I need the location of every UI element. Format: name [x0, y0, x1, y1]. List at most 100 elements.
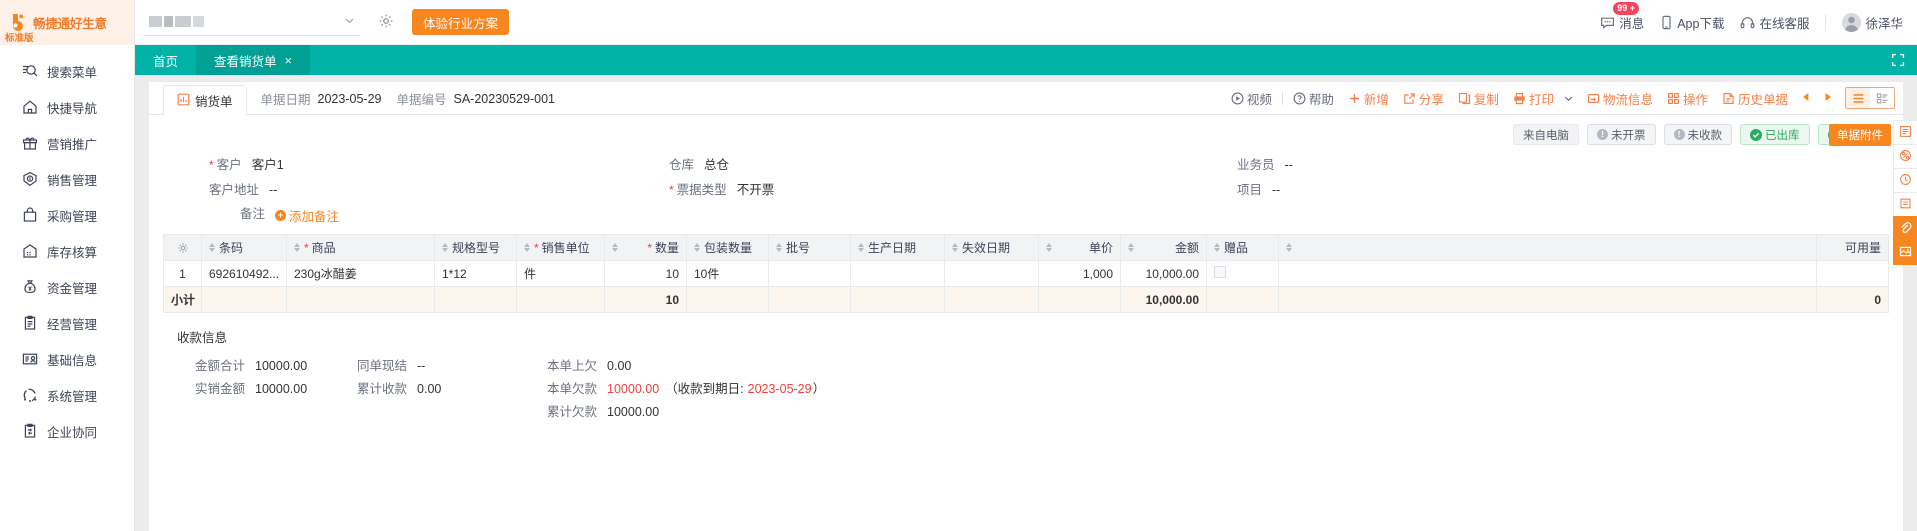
sidebar-item-purchase-management[interactable]: 采购管理	[0, 197, 134, 233]
th-blank[interactable]	[1278, 234, 1817, 261]
tab-view-sales-order[interactable]: 查看销货单 ×	[196, 45, 311, 75]
sidebar-item-system-management[interactable]: 系统管理	[0, 377, 134, 413]
sort-icon[interactable]	[1128, 243, 1135, 252]
toolbar-label: 帮助	[1308, 92, 1334, 107]
cell-package-qty[interactable]: 10件	[686, 260, 769, 287]
help-button[interactable]: 帮助	[1286, 89, 1341, 108]
th-sales-unit[interactable]: * 销售单位	[516, 234, 605, 261]
cell-sales-unit[interactable]: 件	[516, 260, 605, 287]
image-card-button[interactable]	[1893, 240, 1917, 265]
cell-unit-price[interactable]: 1,000	[1038, 260, 1121, 287]
sort-icon[interactable]	[612, 243, 619, 252]
sidebar-item-search-menu[interactable]: 搜索菜单	[0, 53, 134, 89]
th-column-settings[interactable]	[163, 234, 202, 261]
app-download-button[interactable]: App下载	[1660, 13, 1724, 32]
link-chain-button[interactable]	[1893, 144, 1917, 169]
th-expiry-date[interactable]: 失效日期	[944, 234, 1039, 261]
cell-blank[interactable]	[1278, 260, 1817, 287]
subtotal-blank	[768, 286, 851, 313]
sidebar-item-quick-nav[interactable]: 快捷导航	[0, 89, 134, 125]
field-value[interactable]: --	[269, 183, 278, 197]
note-edit-button[interactable]	[1893, 120, 1917, 145]
next-doc-button[interactable]	[1817, 91, 1839, 106]
sort-icon[interactable]	[1214, 243, 1221, 252]
cell-production-date[interactable]	[850, 260, 945, 287]
header-divider	[1825, 14, 1827, 30]
list-view-icon[interactable]	[1846, 88, 1870, 108]
field-value[interactable]: 不开票	[736, 183, 775, 197]
user-menu[interactable]: 徐泽华	[1842, 12, 1903, 32]
tab-home[interactable]: 首页	[135, 45, 196, 75]
company-selector[interactable]	[145, 8, 360, 36]
cell-product[interactable]: 230g冰醋姜	[286, 260, 435, 287]
sidebar-item-fund-management[interactable]: 资金管理	[0, 269, 134, 305]
online-support-button[interactable]: 在线客服	[1740, 13, 1809, 32]
card-view-icon[interactable]	[1870, 88, 1894, 108]
logistics-info-button[interactable]: 物流信息	[1580, 89, 1660, 108]
operations-button[interactable]: 操作	[1660, 89, 1715, 108]
sort-icon[interactable]	[442, 243, 449, 252]
sort-icon[interactable]	[858, 243, 865, 252]
sort-icon[interactable]	[524, 243, 531, 252]
gear-icon[interactable]	[378, 13, 394, 32]
th-available-qty[interactable]: 可用量	[1816, 234, 1889, 261]
cell-barcode[interactable]: 692610492...	[201, 260, 287, 287]
field-value[interactable]: --	[1272, 183, 1281, 197]
sort-icon[interactable]	[952, 243, 959, 252]
share-button[interactable]: 分享	[1396, 89, 1451, 108]
sidebar-item-basic-info[interactable]: 基础信息	[0, 341, 134, 377]
copy-button[interactable]: 复制	[1451, 89, 1506, 108]
th-batch-no[interactable]: 批号	[768, 234, 851, 261]
sort-icon[interactable]	[294, 243, 301, 252]
expand-icon[interactable]	[1891, 53, 1905, 67]
sidebar-item-enterprise-collaboration[interactable]: 企业协同	[0, 413, 134, 449]
cell-spec[interactable]: 1*12	[434, 260, 517, 287]
sidebar-item-marketing[interactable]: 营销推广	[0, 125, 134, 161]
clock-history-button[interactable]	[1893, 168, 1917, 193]
th-production-date[interactable]: 生产日期	[850, 234, 945, 261]
cell-quantity[interactable]: 10	[604, 260, 687, 287]
th-package-qty[interactable]: 包装数量	[686, 234, 769, 261]
attachment-button[interactable]	[1893, 216, 1917, 241]
message-badge: 99 +	[1613, 1, 1639, 15]
gift-checkbox[interactable]	[1214, 266, 1226, 278]
table-header-row: 条码 * 商品 规格型号 * 销售单位 * 数量 包装数量 批号 生产日期 失效日期	[163, 234, 1889, 261]
th-spec[interactable]: 规格型号	[434, 234, 517, 261]
chevron-down-icon[interactable]	[343, 14, 356, 30]
table-row[interactable]: 1 692610492... 230g冰醋姜 1*12 件 10 10件	[163, 260, 1889, 287]
th-amount[interactable]: 金额	[1120, 234, 1207, 261]
messages-button[interactable]: 消息 99 +	[1600, 1, 1644, 32]
print-dropdown-caret[interactable]	[1561, 93, 1580, 104]
sidebar-item-sales-management[interactable]: 销售管理	[0, 161, 134, 197]
doc-tab-sales-order[interactable]: 销货单	[163, 85, 247, 115]
sort-icon[interactable]	[1046, 243, 1053, 252]
print-button[interactable]: 打印	[1506, 89, 1561, 108]
th-unit-price[interactable]: 单价	[1038, 234, 1121, 261]
cell-expiry-date[interactable]	[944, 260, 1039, 287]
cell-amount[interactable]: 10,000.00	[1120, 260, 1207, 287]
field-value[interactable]: 客户1	[251, 158, 284, 172]
th-barcode[interactable]: 条码	[201, 234, 287, 261]
th-product[interactable]: * 商品	[286, 234, 435, 261]
sort-icon[interactable]	[694, 243, 701, 252]
video-button[interactable]: 视频	[1224, 89, 1279, 108]
sort-icon[interactable]	[209, 243, 216, 252]
add-note-button[interactable]: + 添加备注	[275, 206, 339, 225]
sidebar-item-inventory-accounting[interactable]: 库存核算	[0, 233, 134, 269]
field-customer: * 客户 客户1	[149, 154, 569, 173]
sort-icon[interactable]	[776, 243, 783, 252]
close-icon[interactable]: ×	[284, 52, 293, 68]
print-side-button[interactable]	[1893, 192, 1917, 217]
field-label: 实销金额	[195, 382, 246, 396]
sidebar-item-business-management[interactable]: 经营管理	[0, 305, 134, 341]
field-value[interactable]: 总仓	[704, 158, 730, 172]
field-value[interactable]: --	[1284, 158, 1293, 172]
th-quantity[interactable]: * 数量	[604, 234, 687, 261]
cell-batch-no[interactable]	[768, 260, 851, 287]
prev-doc-button[interactable]	[1795, 91, 1817, 106]
industry-solution-button[interactable]: 体验行业方案	[412, 9, 510, 35]
history-docs-button[interactable]: 历史单据	[1715, 89, 1795, 108]
add-button[interactable]: 新增	[1341, 89, 1396, 108]
th-gift[interactable]: 赠品	[1206, 234, 1279, 261]
sort-icon[interactable]	[1286, 243, 1293, 252]
